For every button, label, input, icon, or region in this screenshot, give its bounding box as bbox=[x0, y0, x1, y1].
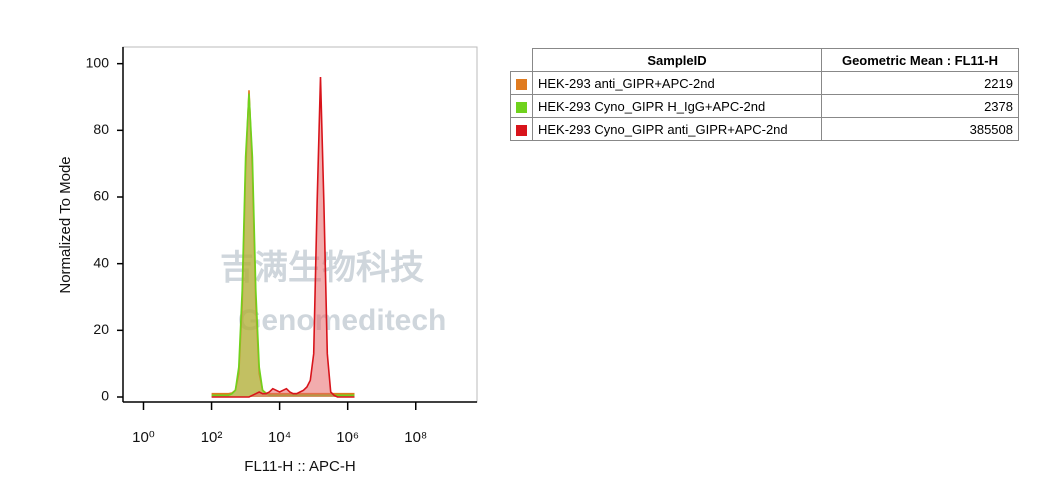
x-tick-label: 10⁴ bbox=[268, 429, 291, 446]
legend-table: SampleID Geometric Mean : FL11-H HEK-293 … bbox=[510, 48, 1019, 141]
sample-id: HEK-293 Cyno_GIPR H_IgG+APC-2nd bbox=[532, 94, 822, 118]
watermark: Genomeditech bbox=[238, 304, 446, 337]
y-tick-label: 80 bbox=[93, 121, 109, 137]
legend-swatch bbox=[516, 124, 527, 136]
area-fill bbox=[211, 93, 355, 397]
y-tick-label: 40 bbox=[93, 254, 109, 270]
y-tick-label: 0 bbox=[101, 388, 109, 404]
swatch-cell bbox=[510, 117, 533, 141]
x-axis-label: FL11-H :: APC-H bbox=[244, 458, 355, 475]
table-row: HEK-293 Cyno_GIPR anti_GIPR+APC-2nd 38550… bbox=[510, 117, 1019, 141]
y-tick-label: 60 bbox=[93, 188, 109, 204]
sample-id: HEK-293 anti_GIPR+APC-2nd bbox=[532, 71, 822, 95]
table-header: SampleID bbox=[532, 48, 822, 72]
geometric-mean: 2378 bbox=[821, 94, 1019, 118]
chart: 吉满生物科技 Genomeditech FL11-H :: APC-H Norm… bbox=[57, 46, 478, 475]
x-tick-label: 10² bbox=[201, 429, 223, 446]
y-tick-label: 100 bbox=[86, 54, 110, 70]
x-tick-label: 10⁰ bbox=[132, 429, 155, 446]
geometric-mean: 2219 bbox=[821, 71, 1019, 95]
line bbox=[211, 76, 355, 398]
y-axis-label: Normalized To Mode bbox=[57, 156, 74, 293]
legend-swatch bbox=[516, 78, 527, 90]
area-fill bbox=[211, 90, 355, 398]
legend-swatch bbox=[516, 101, 527, 113]
line bbox=[211, 93, 355, 397]
x-tick-label: 10⁶ bbox=[336, 429, 359, 446]
plot-frame bbox=[122, 46, 478, 403]
table-header: Geometric Mean : FL11-H bbox=[821, 48, 1019, 72]
geometric-mean: 385508 bbox=[821, 117, 1019, 141]
swatch-cell bbox=[510, 94, 533, 118]
area-fill bbox=[211, 77, 355, 397]
line bbox=[211, 90, 355, 395]
x-tick-label: 10⁸ bbox=[404, 429, 427, 446]
sample-id: HEK-293 Cyno_GIPR anti_GIPR+APC-2nd bbox=[532, 117, 822, 141]
table-row: HEK-293 anti_GIPR+APC-2nd 2219 bbox=[510, 71, 1019, 95]
y-tick-label: 20 bbox=[93, 321, 109, 337]
table-row: HEK-293 Cyno_GIPR H_IgG+APC-2nd 2378 bbox=[510, 94, 1019, 118]
swatch-cell bbox=[510, 71, 533, 95]
